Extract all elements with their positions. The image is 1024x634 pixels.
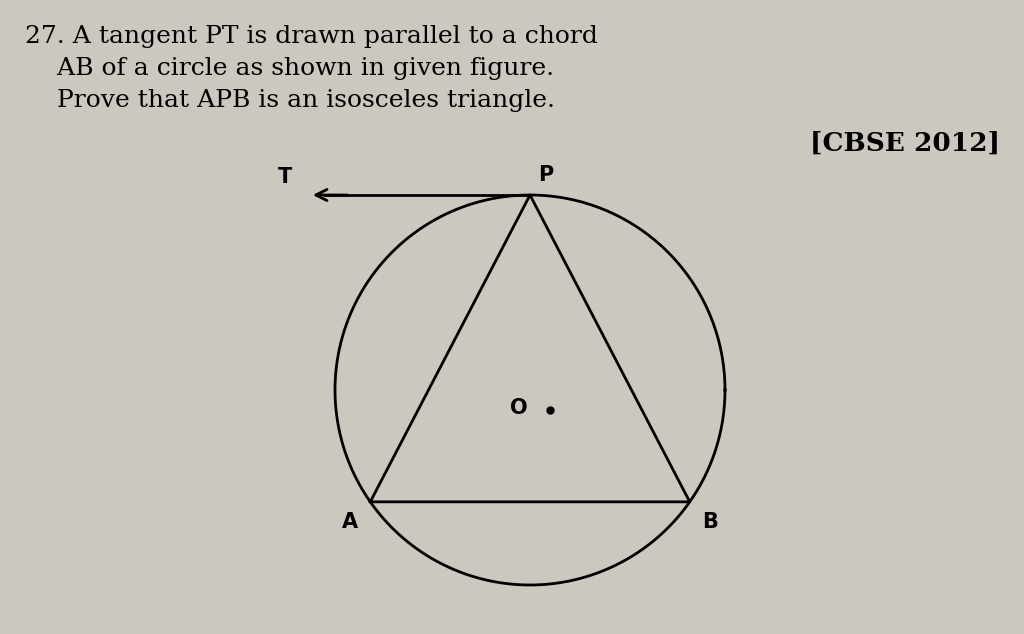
Text: [CBSE 2012]: [CBSE 2012]: [810, 131, 1000, 155]
Text: T: T: [278, 167, 292, 187]
Text: Prove that APB is an isosceles triangle.: Prove that APB is an isosceles triangle.: [25, 89, 555, 112]
Text: A: A: [342, 512, 358, 532]
Text: 27. A tangent PT is drawn parallel to a chord: 27. A tangent PT is drawn parallel to a …: [25, 25, 598, 48]
Text: AB of a circle as shown in given figure.: AB of a circle as shown in given figure.: [25, 57, 554, 80]
Text: P: P: [538, 165, 553, 185]
Text: O: O: [510, 398, 528, 418]
Text: B: B: [701, 512, 718, 532]
